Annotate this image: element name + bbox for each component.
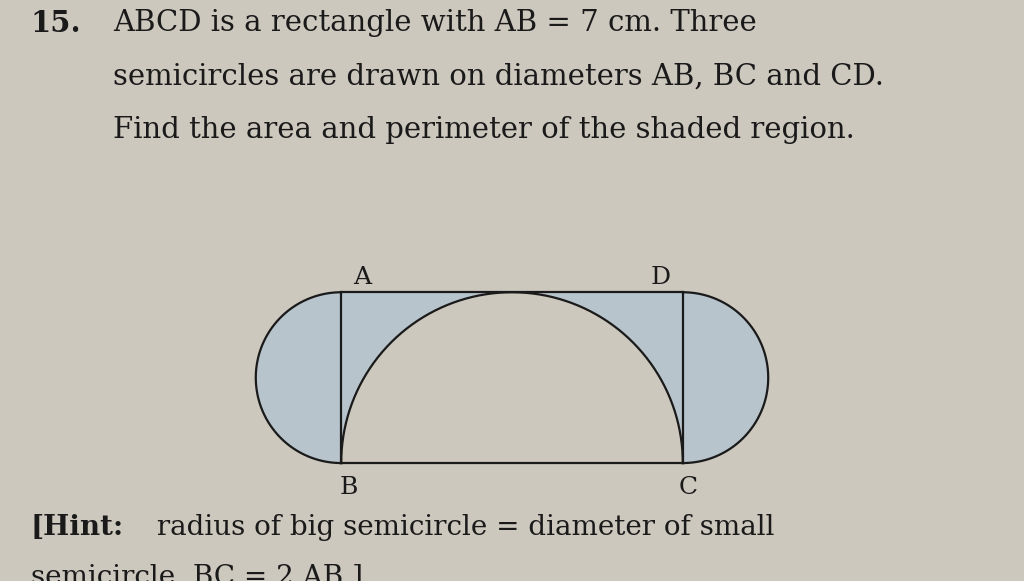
Text: semicircle, BC = 2 AB.]: semicircle, BC = 2 AB.]: [31, 564, 362, 581]
Text: 15.: 15.: [31, 9, 81, 38]
Text: C: C: [678, 476, 697, 500]
Text: B: B: [339, 476, 357, 500]
Text: A: A: [353, 266, 372, 289]
Text: Find the area and perimeter of the shaded region.: Find the area and perimeter of the shade…: [113, 116, 854, 144]
Text: radius of big semicircle = diameter of small: radius of big semicircle = diameter of s…: [148, 514, 775, 541]
Text: ABCD is a rectangle with AB = 7 cm. Three: ABCD is a rectangle with AB = 7 cm. Thre…: [113, 9, 757, 37]
Polygon shape: [256, 292, 768, 463]
Text: semicircles are drawn on diameters AB, BC and CD.: semicircles are drawn on diameters AB, B…: [113, 62, 884, 90]
Text: D: D: [650, 266, 671, 289]
Polygon shape: [341, 292, 683, 463]
Text: [Hint:: [Hint:: [31, 514, 124, 541]
